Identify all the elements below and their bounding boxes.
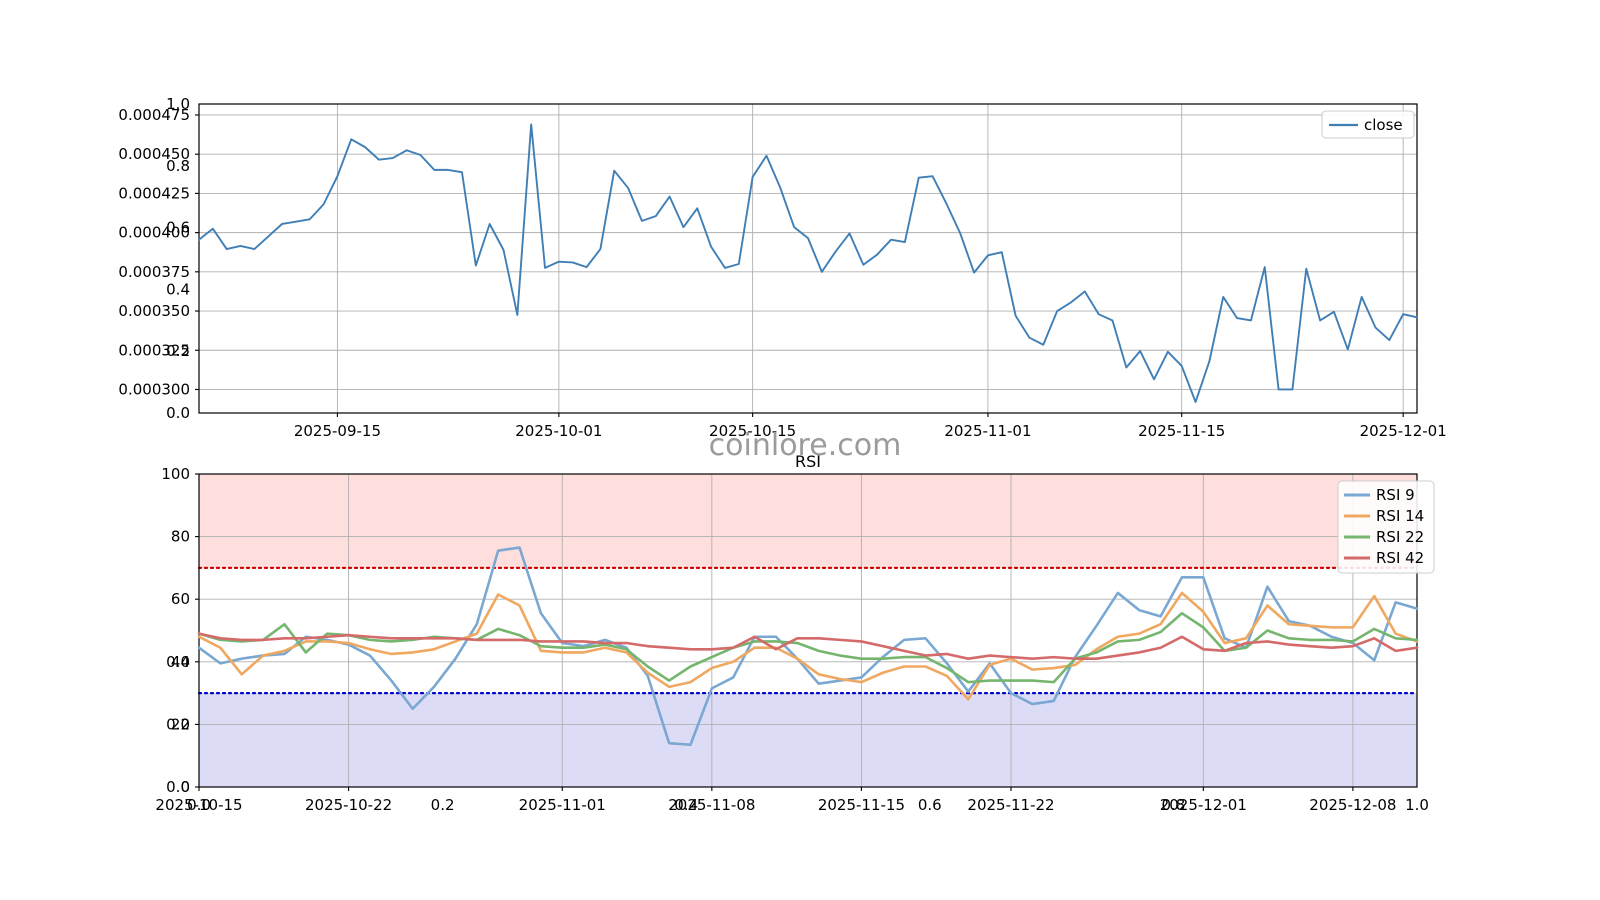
rsi-xtick-label: 2025-11-15: [818, 796, 905, 814]
rsi-xtick-label: 2025-12-08: [1309, 796, 1396, 814]
price-xtick-label: 2025-12-01: [1360, 422, 1447, 440]
rsi-ytick-label: 20: [171, 715, 190, 733]
rsi-legend-label-rsi-14: RSI 14: [1376, 507, 1424, 525]
rsi-secondary-ytick-label: 0.2: [166, 715, 190, 733]
rsi-legend-label-rsi-42: RSI 42: [1376, 549, 1424, 567]
rsi-secondary-xtick-label: 0.4: [674, 796, 698, 814]
rsi-xtick-label: 2025-12-01: [1160, 796, 1247, 814]
rsi-legend-box[interactable]: [1337, 480, 1435, 574]
rsi-legend-label-rsi-9: RSI 9: [1376, 486, 1415, 504]
oversold-band: [199, 693, 1417, 787]
rsi-ytick-label: 60: [171, 590, 190, 608]
rsi-secondary-xtick-label: 0.6: [918, 796, 942, 814]
price-ytick-label: 0.000375: [118, 263, 190, 281]
price-line-close: [198, 123, 1418, 403]
price-secondary-ytick-label: 0.6: [166, 219, 190, 237]
rsi-secondary-ytick-label: 0.4: [166, 653, 190, 671]
overbought-band: [199, 474, 1417, 568]
rsi-axes-title: RSI: [795, 452, 821, 471]
rsi-xtick-label: 2025-11-22: [967, 796, 1054, 814]
rsi-xtick-label: 2025-10-15: [155, 796, 242, 814]
price-legend-label-close: close: [1364, 116, 1403, 134]
price-ytick-label: 0.000400: [118, 224, 190, 242]
rsi-xtick-label: 2025-10-22: [305, 796, 392, 814]
rsi-line-rsi-9: [197, 546, 1419, 747]
rsi-line-rsi-42: [197, 632, 1419, 660]
price-axes: 0.000300 0.000325 0.000350 0.000375 0.000400…: [118, 95, 1446, 440]
rsi-xtick-label: 2025-11-08: [668, 796, 755, 814]
price-ytick-label: 0.000450: [118, 145, 190, 163]
rsi-ytick-label: 40: [171, 653, 190, 671]
price-xtick-label: 2025-10-01: [515, 422, 602, 440]
rsi-secondary-xtick-label: 1.0: [1405, 796, 1429, 814]
price-xtick-label: 2025-10-15: [709, 422, 796, 440]
rsi-line-rsi-22: [197, 611, 1419, 684]
price-xtick-label: 2025-09-15: [294, 422, 381, 440]
rsi-secondary-xtick-label: 0.8: [1161, 796, 1185, 814]
rsi-ytick-label: 80: [171, 528, 190, 546]
coinlore-watermark: coinlore.com: [709, 428, 902, 463]
price-ytick-label: 0.000300: [118, 380, 190, 398]
rsi-axes: 0 20 40 60 80 100 0.0 0.2 0.4 2025-10-15 2025-10-2…: [155, 452, 1435, 814]
price-legend-box[interactable]: [1321, 110, 1415, 139]
rsi-ytick-label: 0: [180, 778, 190, 796]
price-secondary-ytick-label: 0.4: [166, 280, 190, 298]
rsi-ytick-label: 100: [161, 465, 190, 483]
rsi-legend-label-rsi-22: RSI 22: [1376, 528, 1424, 546]
rsi-secondary-xtick-label: 0.0: [187, 796, 211, 814]
price-xtick-label: 2025-11-01: [944, 422, 1031, 440]
rsi-secondary-ytick-label: 0.0: [166, 778, 190, 796]
price-ytick-label: 0.000475: [118, 106, 190, 124]
price-xtick-label: 2025-11-15: [1138, 422, 1225, 440]
price-ytick-label: 0.000325: [118, 341, 190, 359]
rsi-xtick-label: 2025-11-01: [519, 796, 606, 814]
price-secondary-ytick-label: 0.0: [166, 404, 190, 422]
rsi-secondary-xtick-label: 0.2: [431, 796, 455, 814]
price-secondary-ytick-label: 1.0: [166, 95, 190, 113]
price-secondary-ytick-label: 0.8: [166, 157, 190, 175]
price-plot-frame: [198, 103, 1418, 414]
price-ytick-label: 0.000425: [118, 184, 190, 202]
price-ytick-label: 0.000350: [118, 302, 190, 320]
rsi-plot-frame: [198, 473, 1418, 788]
price-secondary-ytick-label: 0.2: [166, 342, 190, 360]
rsi-line-rsi-14: [197, 591, 1419, 701]
